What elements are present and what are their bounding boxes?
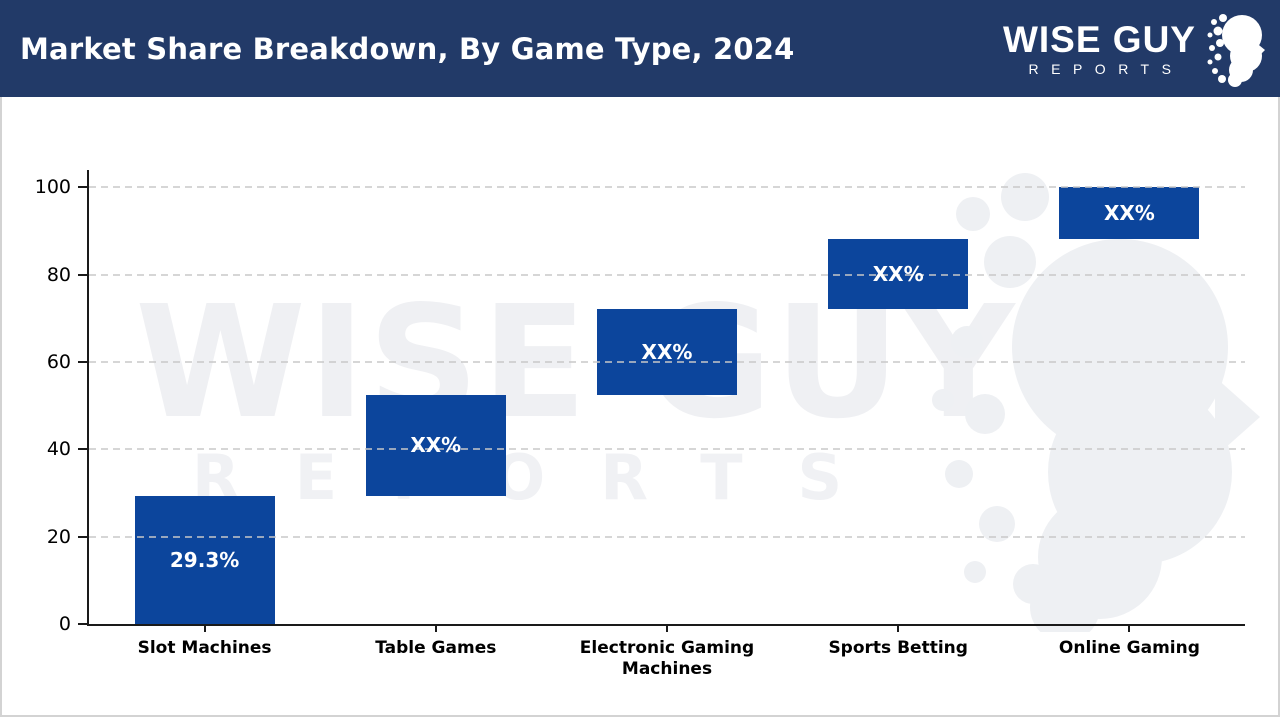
y-axis-tick [78, 535, 87, 538]
gridline-60 [89, 361, 1245, 364]
y-axis-tick-label: 0 [58, 613, 71, 635]
chart-title: Market Share Breakdown, By Game Type, 20… [20, 31, 795, 66]
bar-value-label: XX% [410, 433, 462, 458]
logo-text: WISE GUY REPORTS [1003, 21, 1196, 77]
y-axis-tick [78, 273, 87, 276]
wise-guy-logo: WISE GUY REPORTS [1003, 9, 1266, 89]
gridline-40 [89, 448, 1245, 451]
watermark-subtitle: REPORTS [192, 441, 898, 514]
y-axis-tick-label: 20 [46, 525, 71, 548]
y-axis-tick [78, 361, 87, 364]
bar-slot-machines [134, 496, 275, 624]
y-axis-tick [78, 623, 87, 625]
bar-table-games [365, 394, 506, 497]
plot-area: 29.3% Slot Machines XX% Table Games XX% Elect… [35, 170, 1245, 679]
bar-value-label: XX% [872, 261, 924, 286]
x-axis-label: Online Gaming [1058, 638, 1200, 658]
bar-electronic-gaming-machines [597, 308, 737, 395]
x-axis-tick [897, 624, 900, 632]
x-axis-label: Electronic Gaming Machines [579, 638, 755, 680]
watermark-face-icon [932, 173, 1260, 632]
y-axis-tick-label: 60 [46, 351, 71, 374]
x-axis-tick [666, 624, 668, 632]
logo-subtitle: REPORTS [1028, 60, 1184, 77]
logo-wordmark: WISE GUY [1002, 18, 1196, 60]
gridline-100 [89, 186, 1245, 189]
y-axis-tick-label: 40 [46, 438, 71, 461]
gridline-80 [89, 273, 1245, 276]
y-axis-tick-label: 80 [46, 263, 71, 286]
y-axis-tick-label: 100 [34, 176, 71, 199]
logo-face-icon [1207, 13, 1265, 87]
bar-value-label: XX% [1103, 201, 1155, 226]
x-axis-tick [434, 624, 437, 632]
x-axis-tick [1128, 624, 1131, 632]
bar-online-gaming [1059, 187, 1200, 239]
x-axis-label: Slot Machines [137, 638, 272, 658]
y-axis-tick [78, 186, 87, 189]
bar-value-label: 29.3% [169, 548, 240, 573]
y-axis-tick [78, 448, 87, 451]
x-axis-tick [203, 624, 206, 632]
header: Market Share Breakdown, By Game Type, 20… [0, 0, 1280, 97]
x-axis-label: Sports Betting [828, 638, 968, 658]
x-axis-label: Table Games [375, 638, 497, 658]
bar-value-label: XX% [641, 339, 693, 364]
gridline-20 [89, 535, 1245, 538]
chart-area: WISE GUY REPORTS 29.3% Slot Machines XX% Ta… [0, 97, 1280, 720]
